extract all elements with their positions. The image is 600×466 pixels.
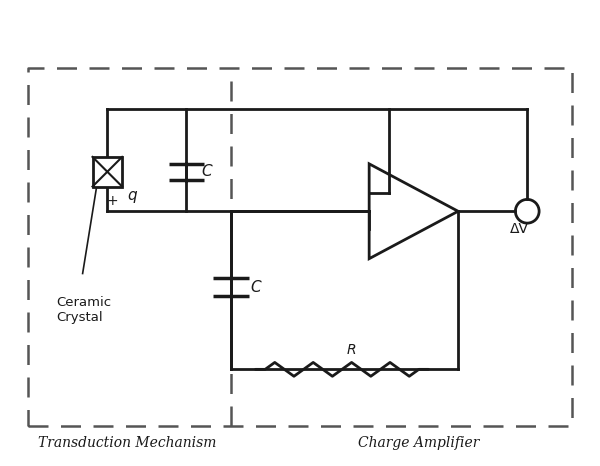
Text: q: q xyxy=(127,188,137,203)
Text: R: R xyxy=(347,343,356,357)
Text: C: C xyxy=(251,280,261,295)
Text: C: C xyxy=(201,164,212,179)
Bar xyxy=(92,157,122,186)
Text: Transduction Mechanism: Transduction Mechanism xyxy=(38,437,216,451)
Text: ΔV: ΔV xyxy=(510,222,529,236)
Text: Charge Amplifier: Charge Amplifier xyxy=(358,437,479,451)
Text: +: + xyxy=(106,194,118,208)
Text: Ceramic
Crystal: Ceramic Crystal xyxy=(56,296,111,324)
